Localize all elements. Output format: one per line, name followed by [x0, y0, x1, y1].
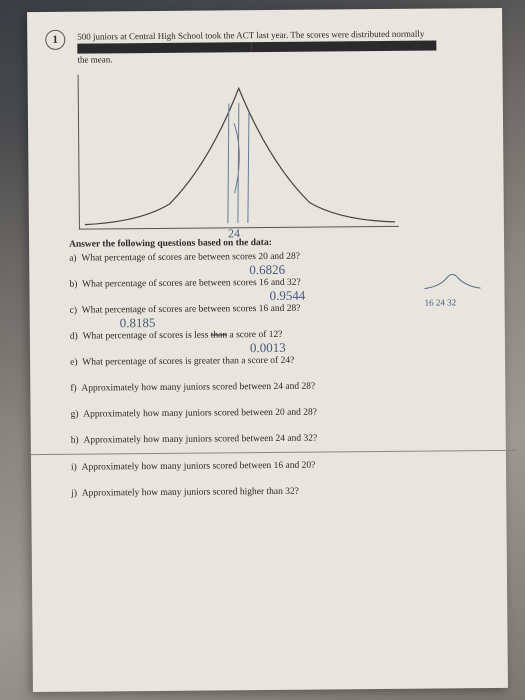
worksheet-paper: 1 500 juniors at Central High School too… [27, 8, 508, 692]
question-b: b) What percentage of scores are between… [69, 276, 474, 290]
qj-text: Approximately how many juniors scored hi… [82, 487, 299, 499]
qd-post: a score of 12? [227, 330, 282, 340]
qc-text: What percentage of scores are between sc… [82, 304, 301, 316]
normal-curve-figure: 24 [78, 72, 399, 230]
page-divider [31, 450, 516, 455]
hand-answer-d: 0.0013 [250, 340, 286, 356]
question-i: i) Approximately how many juniors scored… [71, 459, 476, 473]
instruction-text: Answer the following questions based on … [69, 236, 474, 250]
hand-answer-b: 0.9544 [269, 288, 305, 304]
qg-text: Approximately how many juniors scored be… [83, 408, 317, 420]
bell-curve-svg [79, 72, 400, 230]
hand-answer-a: 0.6826 [249, 262, 285, 278]
problem-line2a-redacted: with a mean of 24 and a standard deviati… [77, 42, 251, 54]
question-d: d) What percentage of scores is less tha… [70, 328, 475, 342]
problem-statement: 500 juniors at Central High School took … [77, 28, 472, 67]
question-f: f) Approximately how many juniors scored… [70, 380, 475, 394]
qb-text: What percentage of scores are between sc… [82, 278, 301, 290]
qi-text: Approximately how many juniors scored be… [82, 461, 316, 473]
question-a: a) What percentage of scores are between… [69, 250, 474, 264]
qf-text: Approximately how many juniors scored be… [81, 382, 315, 394]
question-h: h) Approximately how many juniors scored… [71, 432, 476, 446]
question-c: c) What percentage of scores are between… [70, 302, 475, 316]
problem-line2b-redacted: Label the mean and three standard deviat… [251, 40, 436, 52]
question-e: e) What percentage of scores is greater … [70, 354, 475, 368]
hand-label-24: 24 [228, 226, 240, 241]
question-j: j) Approximately how many juniors scored… [71, 485, 476, 499]
problem-line3: the mean. [77, 55, 112, 65]
qd-pre: What percentage of scores is less [83, 331, 211, 342]
qe-text: What percentage of scores is greater tha… [82, 356, 294, 368]
qd-strike: than [211, 330, 227, 340]
hand-scribble-path [227, 103, 250, 223]
problem-line1: 500 juniors at Central High School took … [77, 29, 424, 42]
mini-curve-path [424, 274, 480, 288]
hand-answer-c: 0.8185 [120, 315, 156, 331]
question-g: g) Approximately how many juniors scored… [71, 406, 476, 420]
qh-text: Approximately how many juniors scored be… [83, 434, 317, 446]
question-number-circle: 1 [45, 30, 65, 50]
